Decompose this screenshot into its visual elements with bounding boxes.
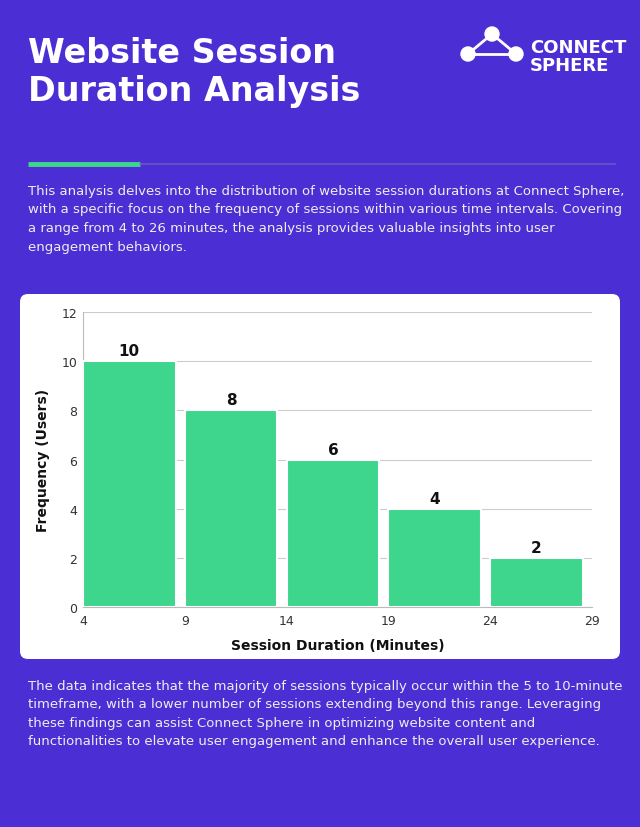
Text: SPHERE: SPHERE (530, 57, 609, 75)
Text: 10: 10 (119, 344, 140, 359)
Circle shape (485, 28, 499, 42)
Y-axis label: Frequency (Users): Frequency (Users) (36, 389, 51, 532)
Bar (83, 361, 175, 607)
FancyBboxPatch shape (20, 294, 620, 659)
Text: This analysis delves into the distribution of website session durations at Conne: This analysis delves into the distributi… (28, 184, 625, 253)
Text: CONNECT: CONNECT (530, 39, 627, 57)
Bar (287, 460, 380, 607)
X-axis label: Session Duration (Minutes): Session Duration (Minutes) (230, 638, 444, 653)
Bar (185, 411, 277, 607)
Bar (490, 558, 583, 607)
Circle shape (461, 48, 475, 62)
Text: 8: 8 (226, 393, 236, 408)
Bar (388, 509, 481, 607)
Text: 6: 6 (328, 442, 339, 457)
Text: Website Session: Website Session (28, 37, 336, 70)
Text: 2: 2 (531, 540, 542, 555)
Text: Duration Analysis: Duration Analysis (28, 75, 360, 108)
Text: The data indicates that the majority of sessions typically occur within the 5 to: The data indicates that the majority of … (28, 679, 623, 748)
Circle shape (509, 48, 523, 62)
Text: 4: 4 (429, 491, 440, 506)
